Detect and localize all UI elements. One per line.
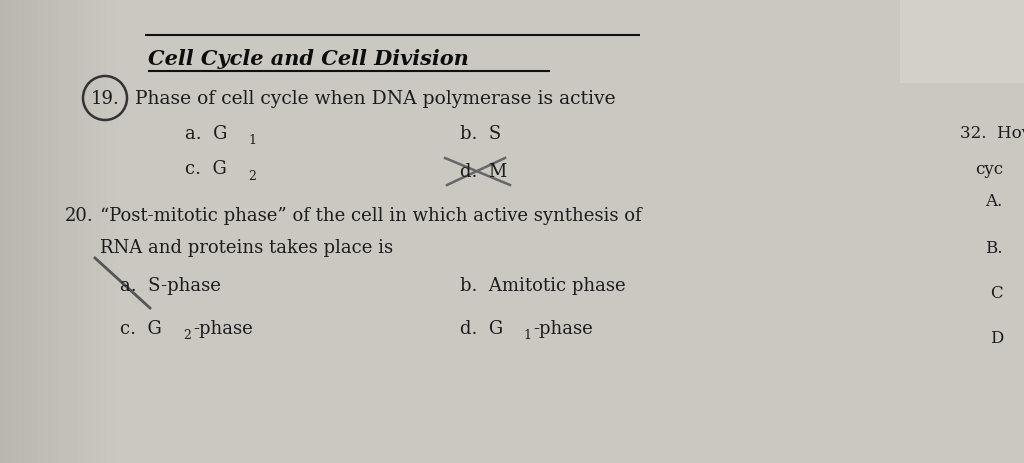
Text: b.  S: b. S — [460, 125, 502, 143]
Text: RNA and proteins takes place is: RNA and proteins takes place is — [100, 238, 393, 257]
Text: c.  G: c. G — [185, 160, 226, 178]
Text: 2: 2 — [248, 169, 256, 182]
Text: 1: 1 — [248, 134, 256, 147]
Text: d.  G: d. G — [460, 319, 503, 337]
Text: 20.: 20. — [65, 206, 94, 225]
Text: a.  G: a. G — [185, 125, 227, 143]
Text: 19.: 19. — [90, 90, 120, 108]
Text: D: D — [990, 330, 1004, 347]
Text: cyc: cyc — [975, 160, 1004, 177]
Text: 32.  Hov: 32. Hov — [961, 125, 1024, 142]
Text: B.: B. — [985, 240, 1002, 257]
Text: C: C — [990, 285, 1002, 302]
Text: Phase of cell cycle when DNA polymerase is active: Phase of cell cycle when DNA polymerase … — [135, 90, 615, 108]
Text: c.  G: c. G — [120, 319, 162, 337]
Text: b.  Amitotic phase: b. Amitotic phase — [460, 276, 626, 294]
Text: a.  S-phase: a. S-phase — [120, 276, 221, 294]
Text: 1: 1 — [523, 329, 531, 342]
Text: “Post-mitotic phase” of the cell in which active synthesis of: “Post-mitotic phase” of the cell in whic… — [100, 206, 642, 225]
Text: -phase: -phase — [534, 319, 593, 337]
Text: Cell Cycle and Cell Division: Cell Cycle and Cell Division — [148, 49, 469, 69]
Text: 2: 2 — [183, 329, 190, 342]
Text: -phase: -phase — [193, 319, 253, 337]
Text: A.: A. — [985, 192, 1002, 209]
Text: d.  M: d. M — [460, 163, 507, 181]
